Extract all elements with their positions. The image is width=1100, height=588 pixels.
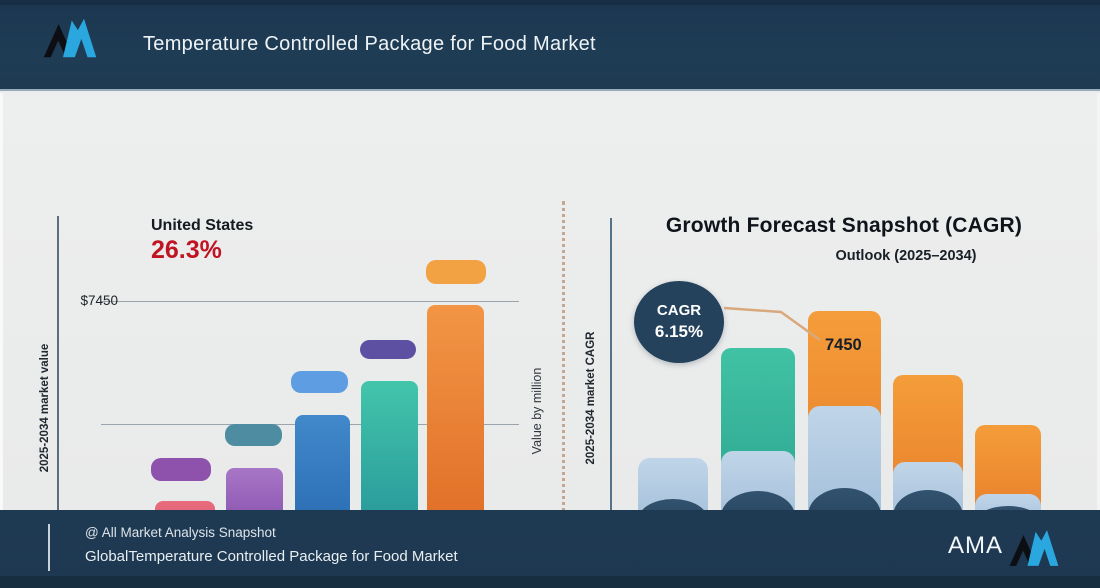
us-bar-2024	[427, 305, 484, 531]
header-bar: Temperature Controlled Package for Food …	[0, 0, 1100, 91]
footer-bottom-strip	[0, 576, 1100, 588]
ama-logo-icon	[43, 18, 97, 58]
us-growth-value: 26.3%	[151, 236, 222, 264]
footer-divider-rule	[48, 524, 50, 571]
us-gridline-7450	[101, 301, 519, 302]
header-top-shade	[0, 0, 1100, 5]
footer-brand-text: AMA	[948, 532, 1004, 559]
cagr-chart-subtitle: Outlook (2025–2034)	[835, 248, 977, 264]
us-bar-cap-2033	[151, 458, 211, 481]
us-chart-y-axis	[57, 216, 59, 541]
ama-footer-logo-icon	[1009, 530, 1059, 566]
us-bar-cap-2024	[426, 260, 486, 284]
cagr-badge-value: 6.15%	[654, 321, 704, 341]
cagr-badge: CAGR 6.15%	[634, 281, 724, 363]
footer-credit: @ All Market Analysis Snapshot	[85, 525, 276, 540]
cagr-chart-y-axis	[610, 218, 612, 536]
us-bar-2025	[361, 381, 418, 531]
us-bar-cap-.....	[225, 424, 282, 446]
page-title: Temperature Controlled Package for Food …	[143, 33, 596, 55]
cagr-y-axis-label: 2025-2034 market CAGR	[585, 331, 597, 465]
cagr-badge-label: CAGR	[656, 302, 702, 319]
footer-bar: @ All Market Analysis Snapshot GlobalTem…	[0, 510, 1100, 588]
us-ytick-7450: $7450	[80, 293, 118, 308]
us-bar-cap-2026	[291, 371, 348, 393]
us-bar-cap-2025	[360, 340, 416, 359]
footer-report-title: GlobalTemperature Controlled Package for…	[85, 548, 458, 565]
content-area: United States 26.3% 2025-2034 market val…	[0, 93, 1100, 579]
chart-divider	[562, 201, 565, 579]
cagr-chart-title: Growth Forecast Snapshot (CAGR)	[665, 214, 1023, 237]
bar-value-annotation: 7450	[825, 336, 862, 354]
us-chart-title: United States	[151, 217, 254, 234]
